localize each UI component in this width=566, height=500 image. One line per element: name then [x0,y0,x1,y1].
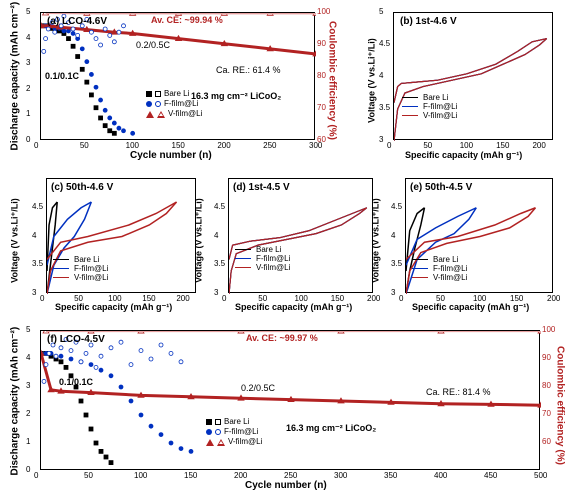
panel-a-rate2: 0.2/0.5C [136,40,170,50]
panel-a-tag: (a) LCO-4.6V [47,16,107,27]
panel-f-loading: 16.3 mg cm⁻² LiCoO₂ [286,423,376,434]
panel-f-tag: (f) LCO-4.5V [47,334,105,345]
panel-f: (f) LCO-4.5V Av. CE: ~99.97 % 0.1/0.1C 0… [40,330,540,470]
panel-c-legend: Bare Li F-film@Li V-film@Li [53,255,108,282]
panel-d-legend: Bare Li F-film@Li V-film@Li [235,245,290,272]
panel-b-ylabel: Voltage (V vs.Li⁺/Li) [367,16,378,146]
panel-c: (c) 50th-4.6 V Bare Li F-film@Li V-film@… [46,178,196,293]
panel-a-legend: Bare Li F-film@Li V-film@Li [146,89,202,119]
panel-a-ce-anno: Av. CE: ~99.94 % [151,15,223,25]
panel-d-tag: (d) 1st-4.5 V [233,182,290,193]
panel-f-re: Ca. RE.: 81.4 % [426,387,491,397]
panel-a-re: Ca. RE.: 61.4 % [216,65,281,75]
panel-a-loading: 16.3 mg cm⁻² LiCoO₂ [191,91,281,102]
panel-c-xlabel: Specific capacity (mAh g⁻¹) [55,302,172,313]
panel-b: (b) 1st-4.6 V Bare Li F-film@Li V-film@L… [393,12,553,140]
panel-a-y2label: Coulombic efficiency (%) [327,11,338,151]
panel-e-tag: (e) 50th-4.5 V [410,182,472,193]
panel-f-legend: Bare Li F-film@Li V-film@Li [206,417,262,447]
panel-a-ylabel: Discharge capacity (mAh cm⁻²) [10,11,21,151]
panel-b-xlabel: Specific capacity (mAh g⁻¹) [405,150,522,161]
panel-a: (a) LCO-4.6V Av. CE: ~99.94 % 0.1/0.1C 0… [40,12,315,140]
panel-b-legend: Bare Li F-film@Li V-film@Li [402,93,457,120]
panel-f-ce-anno: Av. CE: ~99.97 % [246,333,318,343]
panel-a-xlabel: Cycle number (n) [130,150,212,161]
panel-f-ylabel: Discharge capacity (mAh cm⁻²) [10,336,21,476]
panel-a-rate1: 0.1/0.1C [45,71,79,81]
panel-e-xlabel: Specific capacity (mAh g⁻¹) [412,302,529,313]
panel-b-tag: (b) 1st-4.6 V [400,16,457,27]
panel-d-xlabel: Specific capacity (mAh g⁻¹) [235,302,352,313]
panel-c-tag: (c) 50th-4.6 V [51,182,113,193]
panel-f-y2label: Coulombic efficiency (%) [555,336,566,476]
panel-f-rate1: 0.1/0.1C [59,377,93,387]
panel-e-ylabel: Voltage (V vs.Li⁺/Li) [371,181,382,301]
panel-f-xlabel: Cycle number (n) [245,480,327,491]
panel-f-rate2: 0.2/0.5C [241,383,275,393]
panel-c-ylabel: Voltage (V vs.Li⁺/Li) [10,181,21,301]
panel-d-ylabel: Voltage (V vs.Li⁺/Li) [194,181,205,301]
panel-e: (e) 50th-4.5 V Bare Li F-film@Li V-film@… [405,178,553,293]
panel-d: (d) 1st-4.5 V Bare Li F-film@Li V-film@L… [228,178,373,293]
panel-e-legend: Bare Li F-film@Li V-film@Li [412,255,467,282]
